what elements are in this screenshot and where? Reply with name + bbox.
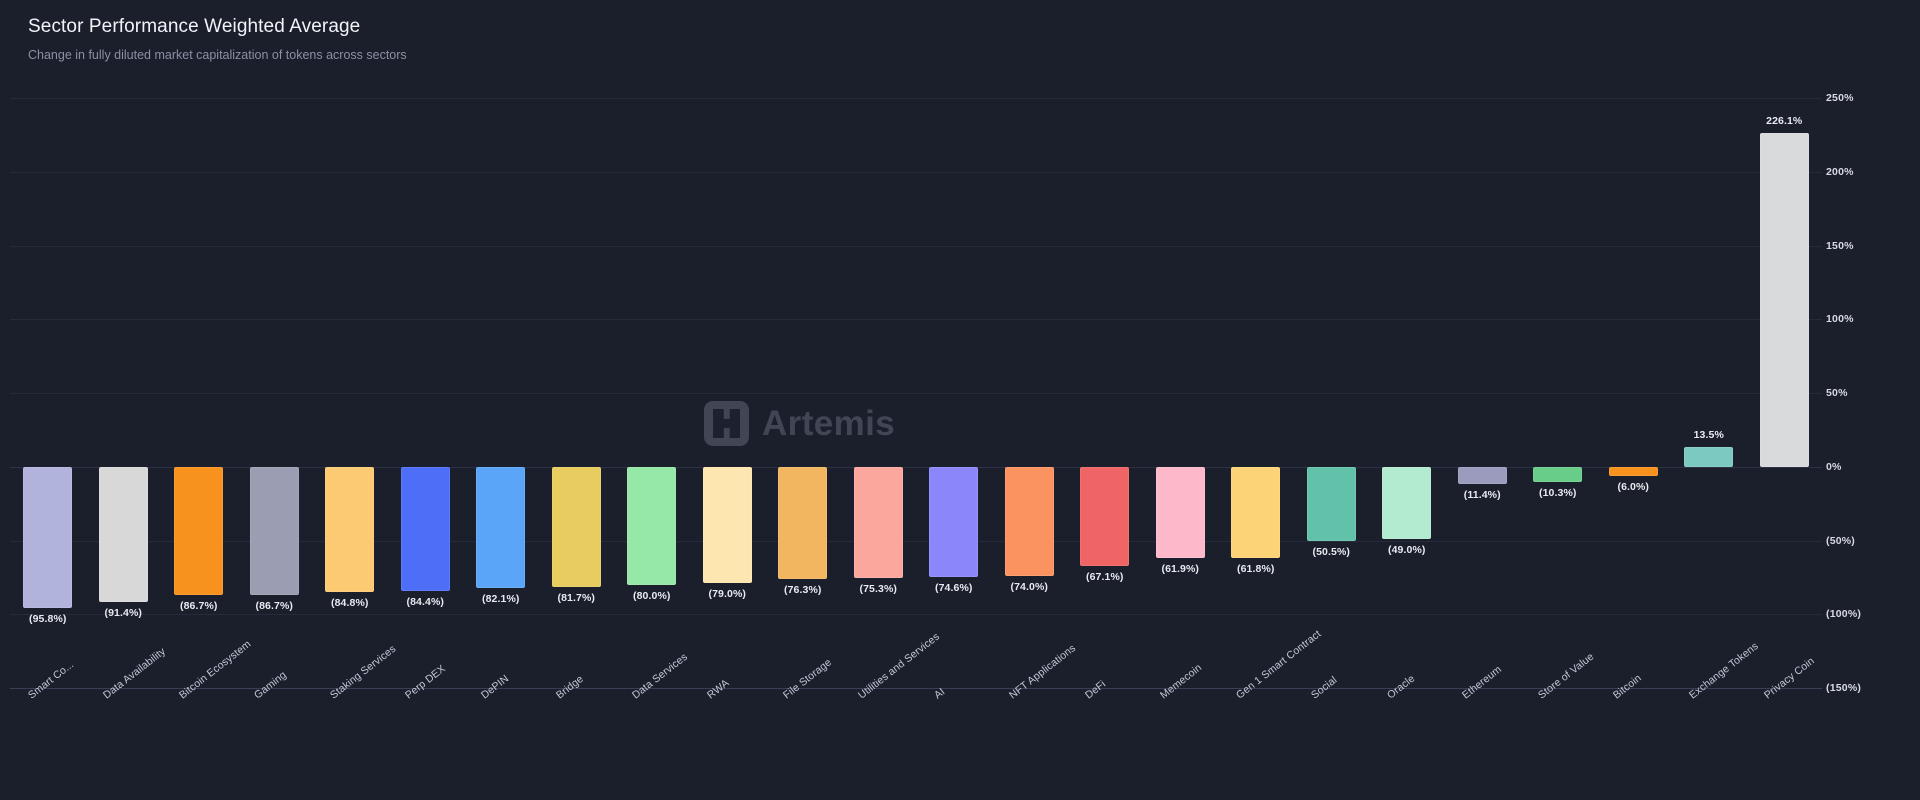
bar-item[interactable]: (75.3%): [841, 98, 917, 688]
bar-item[interactable]: (82.1%): [463, 98, 539, 688]
bar-item[interactable]: (74.6%): [916, 98, 992, 688]
bar-item[interactable]: (81.7%): [539, 98, 615, 688]
bar[interactable]: [853, 466, 903, 578]
y-axis-tick-label: 0%: [1826, 460, 1842, 473]
bar[interactable]: [1759, 133, 1809, 467]
bar-item[interactable]: (95.8%): [10, 98, 86, 688]
bar-value-label: (91.4%): [104, 606, 142, 619]
gridline: [10, 98, 1822, 99]
bar-item[interactable]: (80.0%): [614, 98, 690, 688]
bar[interactable]: [476, 466, 526, 588]
bar[interactable]: [1306, 466, 1356, 542]
bar-item[interactable]: (76.3%): [765, 98, 841, 688]
bar-value-label: (74.0%): [1010, 580, 1048, 593]
chart-subtitle: Change in fully diluted market capitaliz…: [28, 48, 407, 62]
bar-item[interactable]: (86.7%): [237, 98, 313, 688]
bar-value-label: (82.1%): [482, 592, 520, 605]
x-axis-labels: Smart Co... Data Availability Bitcoin Ecos…: [10, 628, 1822, 800]
bar[interactable]: [1533, 466, 1583, 482]
gridline: [10, 614, 1822, 616]
bar[interactable]: [1231, 466, 1281, 558]
bar-series: (95.8%) (91.4%) (86.7%) (86.7%) (84.8%) (84.4…: [10, 98, 1822, 688]
bar[interactable]: [702, 466, 752, 584]
bar-item[interactable]: (6.0%): [1596, 98, 1672, 688]
bar-value-label: (74.6%): [935, 581, 973, 594]
bar-item[interactable]: (84.8%): [312, 98, 388, 688]
bar-value-label: (61.9%): [1161, 563, 1199, 576]
bar[interactable]: [325, 466, 375, 592]
bar[interactable]: [1457, 466, 1507, 484]
bar-item[interactable]: (11.4%): [1445, 98, 1521, 688]
y-axis-tick-label: (150%): [1826, 682, 1862, 694]
bar-value-label: (84.4%): [406, 596, 444, 609]
bar-value-label: (79.0%): [708, 588, 746, 601]
bar-item[interactable]: (74.0%): [992, 98, 1068, 688]
gridline: [10, 319, 1822, 321]
bar-item[interactable]: (86.7%): [161, 98, 237, 688]
bar-item[interactable]: (91.4%): [86, 98, 162, 688]
bar-value-label: (95.8%): [29, 613, 67, 626]
bar-item[interactable]: (61.9%): [1143, 98, 1219, 688]
bar[interactable]: [23, 466, 73, 609]
bar-value-label: (67.1%): [1086, 570, 1124, 583]
bar[interactable]: [1155, 466, 1205, 559]
y-axis-tick-label: 50%: [1826, 387, 1848, 399]
bar-value-label: (84.8%): [331, 596, 369, 609]
gridline: [10, 171, 1822, 173]
bar-item[interactable]: 226.1%: [1747, 98, 1823, 688]
gridline: [10, 393, 1822, 394]
bar[interactable]: [778, 466, 828, 580]
bar[interactable]: [1382, 466, 1432, 540]
bar[interactable]: [551, 466, 601, 588]
y-axis-tick-label: 200%: [1826, 165, 1854, 178]
bar-value-label: (49.0%): [1388, 544, 1426, 557]
y-axis-tick-label: 150%: [1826, 239, 1854, 252]
x-axis-line: [10, 688, 1822, 689]
bar[interactable]: [1608, 466, 1658, 476]
bar-value-label: (50.5%): [1312, 546, 1350, 559]
bar-item[interactable]: (79.0%): [690, 98, 766, 688]
bar-value-label: (80.0%): [633, 589, 671, 602]
plot-area: Artemis (95.8%) (91.4%) (86.7%) (86.7%) (84.…: [10, 98, 1822, 689]
page-title: Sector Performance Weighted Average: [28, 16, 361, 37]
y-axis-tick-label: (50%): [1826, 534, 1856, 547]
bar-value-label: (76.3%): [784, 584, 822, 597]
bar-value-label: (6.0%): [1617, 480, 1650, 493]
bar-value-label: (86.7%): [255, 599, 293, 612]
chart-header: Sector Performance Weighted Average Chan…: [28, 14, 407, 63]
bar[interactable]: [98, 466, 148, 602]
bar[interactable]: [1004, 466, 1054, 576]
gridline: [10, 466, 1822, 468]
gridline: [10, 245, 1822, 247]
bar[interactable]: [929, 466, 979, 577]
bar-item[interactable]: (10.3%): [1520, 98, 1596, 688]
bar-value-label: 226.1%: [1766, 115, 1803, 128]
bar-item[interactable]: (67.1%): [1067, 98, 1143, 688]
bar[interactable]: [1684, 446, 1734, 467]
bar-value-label: (10.3%): [1539, 486, 1577, 499]
bar[interactable]: [1080, 466, 1130, 566]
bar-value-label: (81.7%): [557, 592, 595, 605]
bar-item[interactable]: (50.5%): [1294, 98, 1370, 688]
bar-item[interactable]: (49.0%): [1369, 98, 1445, 688]
bar[interactable]: [400, 466, 450, 592]
bar[interactable]: [174, 466, 224, 595]
bar-item[interactable]: (61.8%): [1218, 98, 1294, 688]
gridline: [10, 540, 1822, 542]
bar[interactable]: [627, 466, 677, 585]
bar-value-label: (86.7%): [180, 599, 218, 612]
bar-item[interactable]: (84.4%): [388, 98, 464, 688]
bar-value-label: (11.4%): [1463, 488, 1501, 501]
y-axis-tick-label: 100%: [1826, 313, 1854, 326]
bar[interactable]: [249, 466, 299, 595]
bar-value-label: 13.5%: [1693, 428, 1724, 441]
bar-item[interactable]: 13.5%: [1671, 98, 1747, 688]
bar-value-label: (75.3%): [859, 582, 897, 595]
bar-value-label: (61.8%): [1237, 562, 1275, 575]
y-axis-tick-label: 250%: [1826, 92, 1854, 104]
y-axis-tick-label: (100%): [1826, 608, 1862, 621]
